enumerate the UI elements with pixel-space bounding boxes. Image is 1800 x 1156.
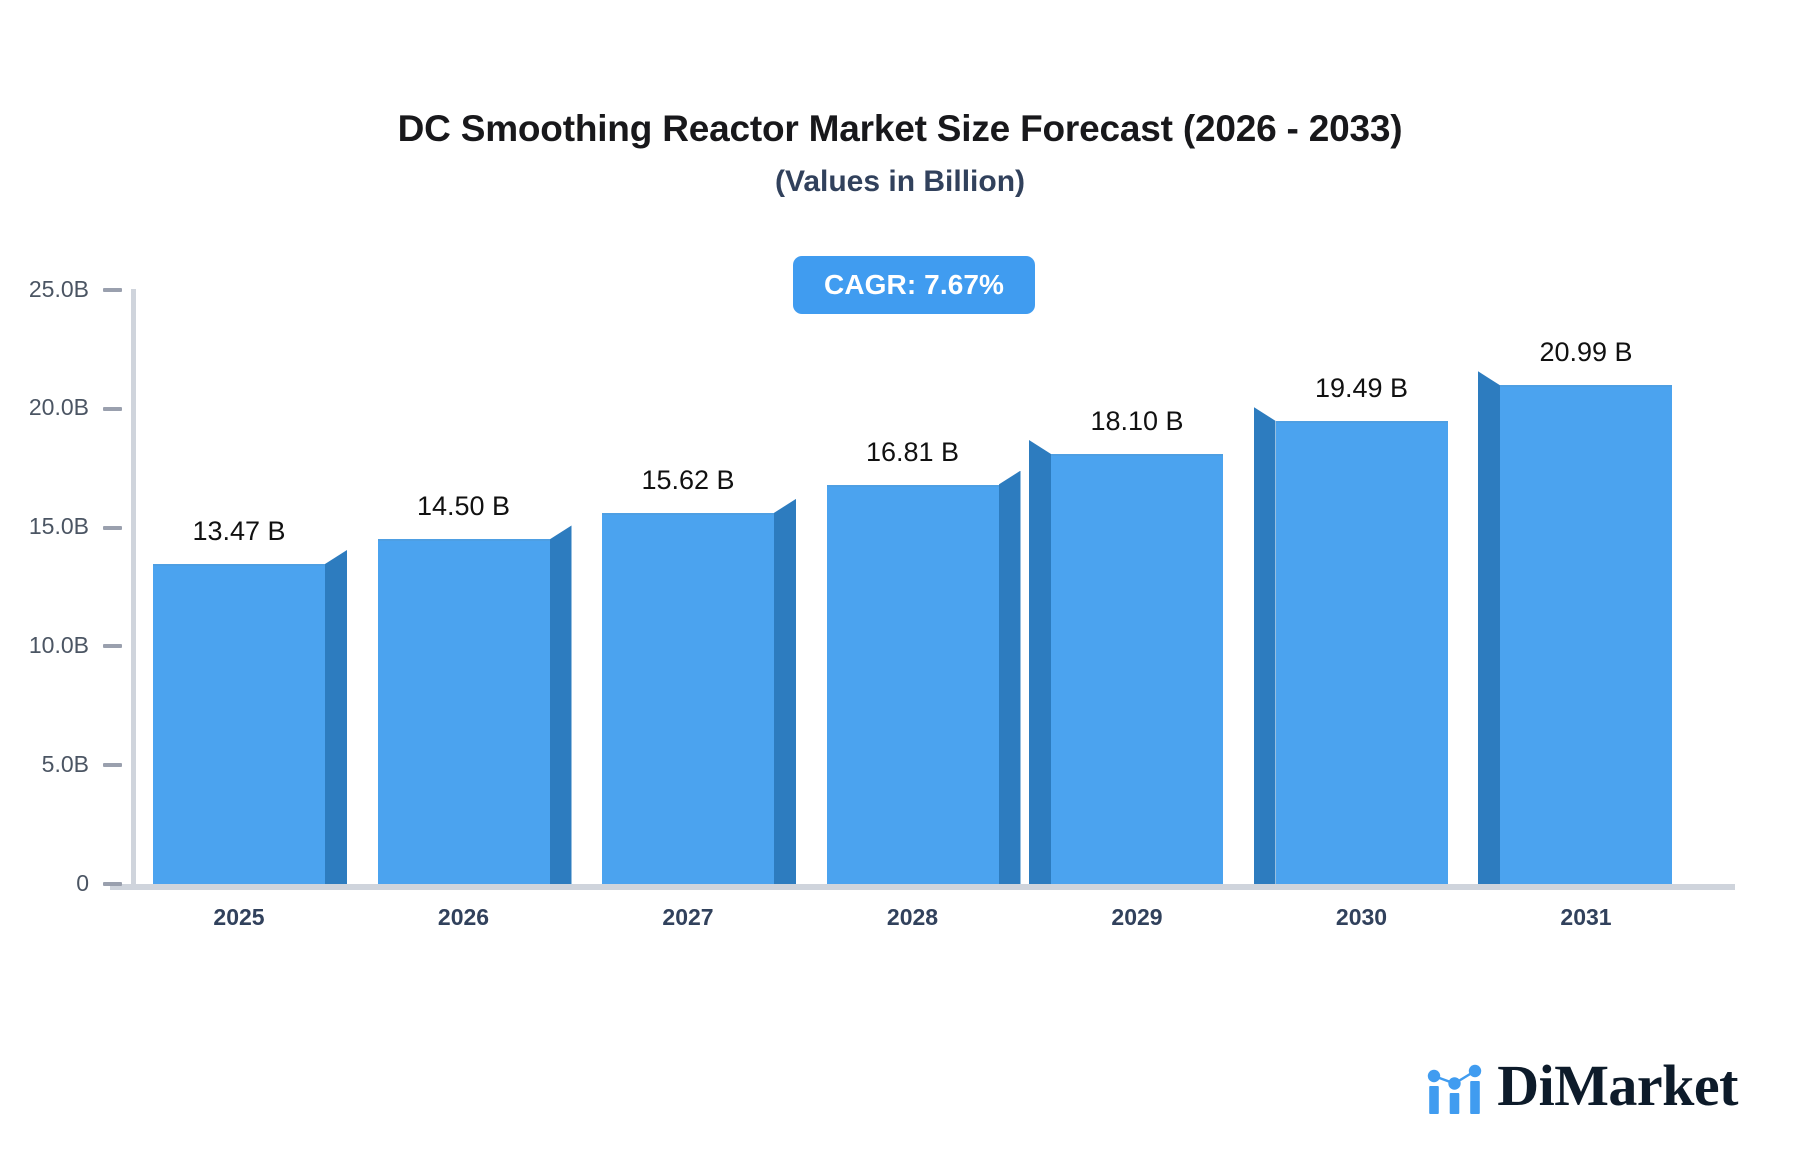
- plot-area: 25.0B 20.0B 15.0B 10.0B 5.0B 0 13.47 B 14.50 B…: [28, 275, 1735, 930]
- bar-value-label: 18.10 B: [1090, 405, 1184, 436]
- y-axis-tick-label: 0: [76, 869, 89, 896]
- y-axis-tick-mark: [103, 406, 122, 411]
- bar-front-face: [1275, 420, 1448, 884]
- bar-value-label: 13.47 B: [192, 515, 286, 546]
- y-axis-tick-mark: [103, 644, 122, 649]
- bar-front-face: [153, 563, 325, 884]
- bar[interactable]: [153, 549, 347, 884]
- y-axis-tick-mark: [103, 288, 122, 292]
- bar-side-face: [1029, 439, 1051, 884]
- x-axis-tick-label: 2026: [437, 904, 490, 930]
- bar-value-label: 20.99 B: [1539, 337, 1633, 368]
- chart-subtitle: (Values in Billion): [774, 164, 1026, 198]
- title-block: DC Smoothing Reactor Market Size Forecas…: [0, 108, 1800, 199]
- bar-value-label: 14.50 B: [416, 491, 511, 522]
- cagr-badge: CAGR: 7.67%: [793, 256, 1036, 314]
- bar-side-face: [1253, 406, 1276, 884]
- bar-side-face: [774, 498, 796, 884]
- bar-front-face: [377, 539, 550, 884]
- y-axis-line: [131, 289, 136, 886]
- bar-front-face: [1051, 453, 1223, 884]
- bar[interactable]: [1029, 439, 1223, 884]
- x-axis-line: [110, 884, 1735, 890]
- y-axis-tick-label: 25.0B: [28, 275, 89, 302]
- x-axis-tick-label: 2028: [886, 904, 939, 930]
- y-axis-tick-label: 20.0B: [28, 394, 89, 421]
- bar-side-face: [1478, 371, 1500, 884]
- logo-wordmark: DiMarket: [1497, 1053, 1738, 1118]
- dimarket-logo: DiMarket: [1427, 1053, 1738, 1118]
- y-axis-tick-mark: [103, 882, 122, 886]
- bar-side-face: [325, 549, 347, 884]
- bar-front-face: [1500, 385, 1672, 884]
- bar[interactable]: [377, 525, 572, 884]
- bar[interactable]: [826, 470, 1021, 884]
- y-axis-tick-label: 10.0B: [28, 631, 89, 658]
- y-axis-tick-mark: [103, 525, 122, 530]
- bar-value-label: 19.49 B: [1314, 372, 1409, 403]
- y-axis-tick-label: 15.0B: [28, 513, 89, 540]
- bar-front-face: [826, 484, 999, 884]
- x-axis-tick-label: 2027: [662, 904, 714, 930]
- x-axis-tick-label: 2030: [1335, 904, 1388, 930]
- bar[interactable]: [602, 498, 796, 884]
- x-axis-tick-label: 2025: [213, 904, 265, 930]
- bar-chart-icon: [1427, 1064, 1482, 1114]
- bar-front-face: [602, 512, 774, 884]
- bar-side-face: [549, 525, 572, 884]
- y-axis-tick-label: 5.0B: [41, 750, 89, 777]
- bar-value-label: 15.62 B: [641, 464, 735, 495]
- bar[interactable]: [1478, 371, 1672, 884]
- chart-title: DC Smoothing Reactor Market Size Forecas…: [397, 108, 1403, 149]
- y-axis-tick-mark: [103, 763, 122, 768]
- bar[interactable]: [1253, 406, 1448, 884]
- x-axis-tick-label: 2029: [1111, 904, 1163, 930]
- x-axis-tick-label: 2031: [1560, 904, 1612, 930]
- bar-value-label: 16.81 B: [865, 436, 960, 467]
- bar-side-face: [998, 470, 1021, 884]
